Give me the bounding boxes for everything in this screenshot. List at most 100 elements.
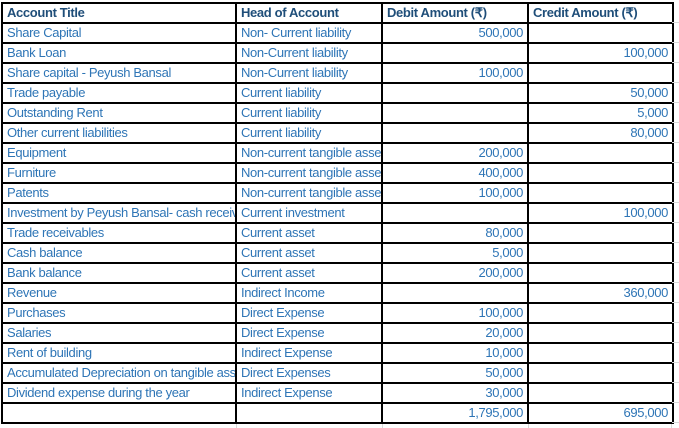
cell-credit-amount[interactable]: 360,000 (527, 282, 674, 304)
cell-head-of-account[interactable]: Non-Current liability (235, 42, 383, 64)
cell-head-of-account[interactable]: Current asset (235, 242, 383, 264)
cell-head-of-account[interactable]: Current liability (235, 82, 383, 104)
cell-debit-amount[interactable]: 80,000 (381, 222, 529, 244)
column-header-account-title[interactable]: Account Title (1, 2, 237, 24)
cell-debit-amount[interactable] (381, 122, 529, 144)
cell-account-title[interactable]: Cash balance (1, 242, 237, 264)
cell-account-title[interactable]: Share Capital (1, 22, 237, 44)
cell-debit-amount[interactable] (381, 102, 529, 124)
cell-debit-amount[interactable]: 5,000 (381, 242, 529, 264)
cell-head-of-account[interactable]: Non-Current liability (235, 62, 383, 84)
cell-debit-amount[interactable]: 100,000 (381, 302, 529, 324)
cell-credit-amount[interactable] (527, 382, 674, 404)
gridline-stub (382, 424, 383, 428)
cell-account-title[interactable]: Share capital - Peyush Bansal (1, 62, 237, 84)
table-row: Rent of building Indirect Expense 10,000 (1, 342, 674, 364)
cell-head-of-account[interactable]: Current liability (235, 122, 383, 144)
cell-account-title[interactable]: Accumulated Depreciation on tangible ass… (1, 362, 237, 384)
cell-account-title[interactable]: Equipment (1, 142, 237, 164)
cell-credit-amount[interactable]: 100,000 (527, 202, 674, 224)
cell-head-of-account[interactable]: Non-current tangible asset (235, 142, 383, 164)
cell-account-title[interactable]: Investment by Peyush Bansal- cash receiv… (1, 202, 237, 224)
cell-debit-amount[interactable]: 30,000 (381, 382, 529, 404)
column-header-credit-amount[interactable]: Credit Amount (₹) (527, 2, 674, 24)
cell-credit-amount[interactable]: 80,000 (527, 122, 674, 144)
cell-account-title[interactable]: Trade payable (1, 82, 237, 104)
cell-credit-amount[interactable]: 695,000 (527, 402, 674, 424)
cell-credit-amount[interactable] (527, 322, 674, 344)
column-header-debit-amount[interactable]: Debit Amount (₹) (381, 2, 529, 24)
cell-debit-amount[interactable] (381, 42, 529, 64)
cell-credit-amount[interactable] (527, 142, 674, 164)
cell-debit-amount[interactable]: 100,000 (381, 182, 529, 204)
cell-head-of-account[interactable]: Indirect Income (235, 282, 383, 304)
cell-debit-amount[interactable]: 200,000 (381, 142, 529, 164)
cell-account-title[interactable]: Purchases (1, 302, 237, 324)
cell-credit-amount[interactable] (527, 162, 674, 184)
cell-account-title[interactable]: Trade receivables (1, 222, 237, 244)
table-row: Salaries Direct Expense 20,000 (1, 322, 674, 344)
cell-head-of-account[interactable]: Current liability (235, 102, 383, 124)
cell-debit-amount[interactable]: 10,000 (381, 342, 529, 364)
cell-head-of-account[interactable] (235, 402, 383, 424)
gridline-stub (528, 424, 529, 428)
cell-account-title[interactable] (1, 402, 237, 424)
cell-head-of-account[interactable]: Non-current tangible asset (235, 162, 383, 184)
cell-credit-amount[interactable] (527, 302, 674, 324)
cell-account-title[interactable]: Other current liabilities (1, 122, 237, 144)
cell-credit-amount[interactable]: 50,000 (527, 82, 674, 104)
cell-debit-amount[interactable]: 50,000 (381, 362, 529, 384)
cell-account-title[interactable]: Salaries (1, 322, 237, 344)
column-header-head-of-account[interactable]: Head of Account (235, 2, 383, 24)
cell-credit-amount[interactable] (527, 62, 674, 84)
table-row: Investment by Peyush Bansal- cash receiv… (1, 202, 674, 224)
cell-credit-amount[interactable]: 100,000 (527, 42, 674, 64)
table-row: Share Capital Non- Current liability 500… (1, 22, 674, 44)
cell-credit-amount[interactable] (527, 362, 674, 384)
cell-credit-amount[interactable] (527, 222, 674, 244)
cell-debit-amount[interactable] (381, 82, 529, 104)
cell-head-of-account[interactable]: Indirect Expense (235, 382, 383, 404)
cell-account-title[interactable]: Bank Loan (1, 42, 237, 64)
table-row: Cash balance Current asset 5,000 (1, 242, 674, 264)
cell-account-title[interactable]: Revenue (1, 282, 237, 304)
cell-head-of-account[interactable]: Direct Expense (235, 322, 383, 344)
cell-head-of-account[interactable]: Non-current tangible asset (235, 182, 383, 204)
total-row: 1,795,000 695,000 (1, 402, 674, 424)
cell-account-title[interactable]: Patents (1, 182, 237, 204)
cell-head-of-account[interactable]: Current asset (235, 262, 383, 284)
cell-debit-amount[interactable]: 100,000 (381, 62, 529, 84)
cell-credit-amount[interactable] (527, 22, 674, 44)
cell-debit-amount[interactable] (381, 202, 529, 224)
table-row: Equipment Non-current tangible asset 200… (1, 142, 674, 164)
cell-debit-amount[interactable]: 20,000 (381, 322, 529, 344)
cell-debit-amount[interactable] (381, 282, 529, 304)
cell-credit-amount[interactable] (527, 262, 674, 284)
cell-debit-amount[interactable]: 500,000 (381, 22, 529, 44)
cell-credit-amount[interactable]: 5,000 (527, 102, 674, 124)
cell-account-title[interactable]: Rent of building (1, 342, 237, 364)
cell-credit-amount[interactable] (527, 342, 674, 364)
cell-head-of-account[interactable]: Indirect Expense (235, 342, 383, 364)
cell-debit-amount[interactable]: 1,795,000 (381, 402, 529, 424)
table-row: Trade receivables Current asset 80,000 (1, 222, 674, 244)
cell-credit-amount[interactable] (527, 182, 674, 204)
cell-debit-amount[interactable]: 200,000 (381, 262, 529, 284)
cell-debit-amount[interactable]: 400,000 (381, 162, 529, 184)
cell-head-of-account[interactable]: Direct Expenses (235, 362, 383, 384)
cell-account-title[interactable]: Furniture (1, 162, 237, 184)
cell-account-title[interactable]: Bank balance (1, 262, 237, 284)
cell-account-title[interactable]: Dividend expense during the year (1, 382, 237, 404)
cell-credit-amount[interactable] (527, 242, 674, 264)
cell-head-of-account[interactable]: Current asset (235, 222, 383, 244)
table-row: Bank Loan Non-Current liability 100,000 (1, 42, 674, 64)
gridline-stub (236, 424, 237, 428)
cell-account-title[interactable]: Outstanding Rent (1, 102, 237, 124)
gridline-stubs-right (672, 3, 679, 425)
cell-head-of-account[interactable]: Current investment (235, 202, 383, 224)
table-row: Other current liabilities Current liabil… (1, 122, 674, 144)
cell-head-of-account[interactable]: Direct Expense (235, 302, 383, 324)
cell-head-of-account[interactable]: Non- Current liability (235, 22, 383, 44)
trial-balance-table: Account Title Head of Account Debit Amou… (1, 2, 674, 424)
